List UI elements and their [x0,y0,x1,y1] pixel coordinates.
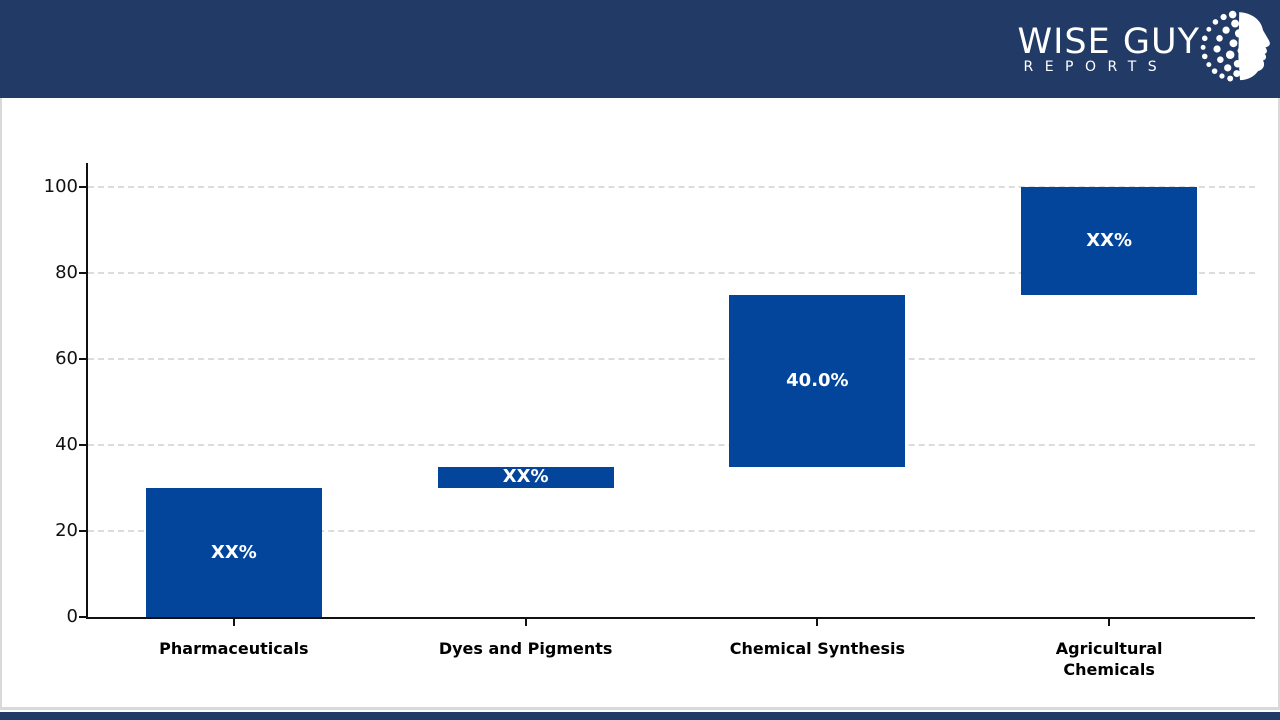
x-tick-label-agricultural-chemicals: Agricultural Chemicals [1055,639,1163,679]
y-tick-label-0: 0 [66,606,78,627]
logo-head-icon [1200,10,1270,82]
bar-agricultural-chemicals: XX% [1021,187,1198,295]
bar-pharmaceuticals: XX% [145,488,322,617]
logo-reports-label: REPORTS [1023,59,1169,76]
y-tick-mark-80 [79,272,86,275]
y-tick-mark-20 [79,530,86,532]
y-gridline-80 [88,272,1255,275]
bar-value-label-pharmaceuticals: XX% [210,541,257,563]
y-tick-label-60: 60 [55,348,78,370]
bar-value-label-dyes-and-pigments: XX% [502,466,549,488]
logo-wiseguy-label: WISE GUY [1017,21,1200,62]
x-tick-mark-agricultural-chemicals [1108,619,1111,626]
footer-band [0,712,1280,720]
y-tick-label-40: 40 [55,434,78,456]
plot-area: XX% XX% 40.0% XX% [86,163,1255,619]
x-tick-mark-chemical-synthesis [816,619,819,626]
x-tick-label-dyes-and-pigments: Dyes and Pigments [438,639,613,658]
y-gridline-20 [88,530,1255,532]
y-tick-mark-60 [79,358,86,361]
x-tick-label-pharmaceuticals: Pharmaceuticals [159,639,309,658]
y-tick-mark-100 [79,186,86,189]
x-tick-mark-pharmaceuticals [232,619,235,626]
bar-value-label-agricultural-chemicals: XX% [1086,229,1133,251]
x-tick-mark-dyes-and-pigments [524,619,527,626]
y-gridline-40 [88,444,1255,447]
logo-text: WISE GUY REPORTS [1017,21,1200,76]
x-tick-label-chemical-synthesis: Chemical Synthesis [729,639,905,658]
y-tick-label-80: 80 [55,262,78,284]
y-tick-label-100: 100 [43,176,78,198]
bar-value-label-chemical-synthesis: 40.0% [786,369,849,391]
y-tick-label-20: 20 [55,520,78,541]
bar-chemical-synthesis: 40.0% [729,294,906,467]
y-tick-mark-0 [79,616,86,618]
y-gridline-100 [88,186,1255,189]
y-tick-mark-40 [79,444,86,447]
wise-guy-reports-logo: WISE GUY REPORTS [1017,6,1272,92]
y-gridline-60 [88,358,1255,361]
header-band [0,0,1280,98]
bar-dyes-and-pigments: XX% [437,466,614,488]
